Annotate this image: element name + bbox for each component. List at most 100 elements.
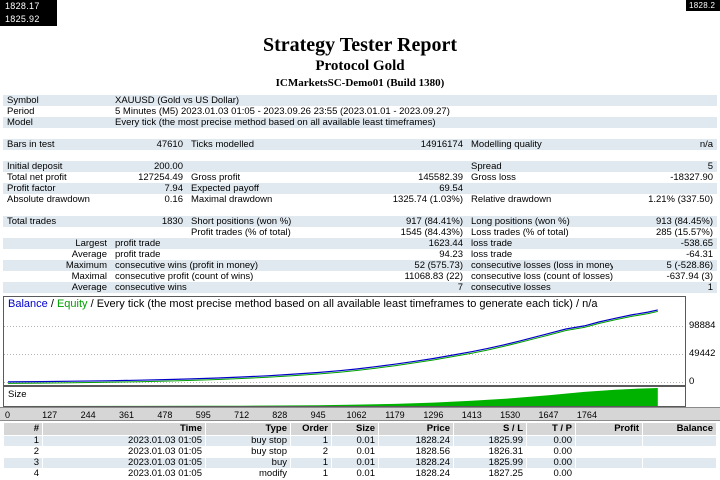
trade-cell: 1 <box>322 469 328 479</box>
trade-cell <box>576 447 642 457</box>
stats-cell: Every tick (the most precise method base… <box>111 117 718 128</box>
trade-row: 4 2023.01.03 01:05 modify 1 0.01 1828.24 1827.… <box>4 469 716 479</box>
trade-cell: 1825.99 <box>454 458 526 468</box>
x-axis-label: 1062 <box>346 410 367 420</box>
legend-separator: / <box>47 298 57 310</box>
trades-header-cell: Type <box>206 423 290 435</box>
balance-chart-panel: Balance / Equity / Every tick (the most … <box>3 296 686 386</box>
size-panel-label: Size <box>8 389 27 400</box>
trade-cell: 2023.01.03 01:05 <box>43 458 205 468</box>
x-axis-label: 945 <box>310 410 326 420</box>
stats-cell: Bars in test <box>3 139 111 150</box>
stats-cell: 285 (15.57%) <box>655 227 714 238</box>
stats-cell <box>467 183 613 194</box>
trade-cell: 3 <box>4 458 42 468</box>
stats-row: Average consecutive wins 7 consecutive loss… <box>3 282 718 293</box>
stats-cell: Spread <box>467 161 613 172</box>
x-axis-label: 712 <box>234 410 250 420</box>
stats-row: Maximal consecutive profit (count of wins… <box>3 271 717 282</box>
stats-cell: profit trade <box>111 238 337 249</box>
trade-row: 1 2023.01.03 01:05 buy stop 1 0.01 1828.24 182… <box>4 436 716 446</box>
chart-legend: Balance / Equity / Every tick (the most … <box>8 298 597 311</box>
stats-cell: Modelling quality <box>467 139 613 150</box>
trade-cell: 4 <box>33 469 39 479</box>
stats-cell: Gross loss <box>471 172 516 183</box>
stats-cell: Relative drawdown <box>471 194 552 205</box>
stats-row: Average profit trade 94.23 loss trade -64.31 <box>3 249 717 260</box>
trades-header-cell: Time <box>43 423 205 435</box>
stats-cell <box>613 183 718 194</box>
stats-cell: Model <box>3 117 111 128</box>
stats-cell <box>3 227 111 238</box>
size-area <box>8 388 658 406</box>
x-axis-label: 478 <box>157 410 173 420</box>
stats-cell: consecutive losses <box>467 282 613 293</box>
equity-line <box>7 310 658 384</box>
stats-cell: Loss trades (% of total) <box>471 227 569 238</box>
stats-cell: 1830 <box>111 216 187 227</box>
trade-row: 3 2023.01.03 01:05 buy 1 0.01 1828.24 1825.99 0… <box>4 458 716 468</box>
stats-cell: 47610 <box>111 139 187 150</box>
stats-cell: 52 (575.73) <box>337 260 467 271</box>
trade-cell: 2023.01.03 01:05 <box>128 447 202 457</box>
stats-row: Symbol XAUUSD (Gold vs US Dollar) <box>3 95 718 106</box>
legend-separator: / <box>87 298 97 310</box>
stats-cell <box>337 161 467 172</box>
trade-cell: 0.01 <box>332 458 378 468</box>
trade-cell: 1827.25 <box>488 469 523 479</box>
stats-row: Total net profit 127254.49 Gross profit 145… <box>3 172 717 183</box>
stats-cell: loss trade <box>471 249 513 260</box>
stats-cell: 0.16 <box>164 194 184 205</box>
trade-cell: 0.01 <box>356 447 376 457</box>
trade-cell <box>643 447 716 457</box>
stats-cell: Maximum <box>3 260 111 271</box>
stats-cell: 94.23 <box>439 249 463 260</box>
x-axis-label: 361 <box>118 410 134 420</box>
stats-cell <box>187 161 337 172</box>
stats-cell: loss trade <box>467 238 613 249</box>
stats-cell: Absolute drawdown <box>7 194 90 205</box>
trade-cell <box>643 458 716 468</box>
stats-cell: Largest <box>3 238 111 249</box>
trade-cell: 1828.24 <box>415 469 450 479</box>
x-axis-label: 828 <box>272 410 288 420</box>
trades-header-cell: Profit <box>576 423 642 435</box>
price-tag-right: 1828.2 <box>686 0 720 11</box>
stats-row: Profit factor 7.94 Expected payoff 69.54 <box>3 183 718 194</box>
stats-cell: 69.54 <box>337 183 467 194</box>
stats-cell: Gross profit <box>191 172 241 183</box>
stats-table: Symbol XAUUSD (Gold vs US Dollar) Period 5 … <box>3 95 718 293</box>
stats-row: Total trades 1830 Short positions (won %) 9… <box>3 216 718 227</box>
stats-row: Period 5 Minutes (M5) 2023.01.03 01:05 - … <box>3 106 717 117</box>
trades-header-cell: S / L <box>454 423 526 435</box>
stats-row <box>3 150 717 161</box>
stats-cell: Total net profit <box>7 172 67 183</box>
stats-row <box>3 205 717 216</box>
x-axis-label: 0 <box>5 410 11 420</box>
stats-cell: Short positions (won %) <box>187 216 337 227</box>
stats-cell: consecutive wins (profit in money) <box>111 260 337 271</box>
x-axis-label: 127 <box>42 410 58 420</box>
report-header: Strategy Tester Report Protocol Gold ICM… <box>0 33 720 90</box>
trades-header-cell: # <box>4 423 42 435</box>
stats-row: Model Every tick (the most precise method… <box>3 117 718 128</box>
stats-row: Initial deposit 200.00 Spread 5 <box>3 161 718 172</box>
balance-equity-chart <box>4 309 685 384</box>
trade-cell <box>643 469 716 479</box>
trade-row: 2 2023.01.03 01:05 buy stop 2 0.01 1828.56 182… <box>4 447 716 457</box>
stats-cell: Profit trades (% of total) <box>191 227 291 238</box>
balance-line <box>7 309 658 383</box>
stats-cell: consecutive loss (count of losses) <box>471 271 613 282</box>
stats-row: Maximum consecutive wins (profit in money… <box>3 260 718 271</box>
trade-cell: 1825.99 <box>454 436 526 446</box>
stats-cell: Symbol <box>3 95 111 106</box>
trades-header-cell: Size <box>332 423 378 435</box>
server-build-info: ICMarketsSC-Demo01 (Build 1380) <box>275 77 445 89</box>
report-title: Strategy Tester Report <box>262 34 458 56</box>
stats-cell: 127254.49 <box>138 172 183 183</box>
stats-cell: 7 <box>337 282 467 293</box>
stats-cell <box>3 205 717 216</box>
y-axis-label: 0 <box>689 376 695 387</box>
